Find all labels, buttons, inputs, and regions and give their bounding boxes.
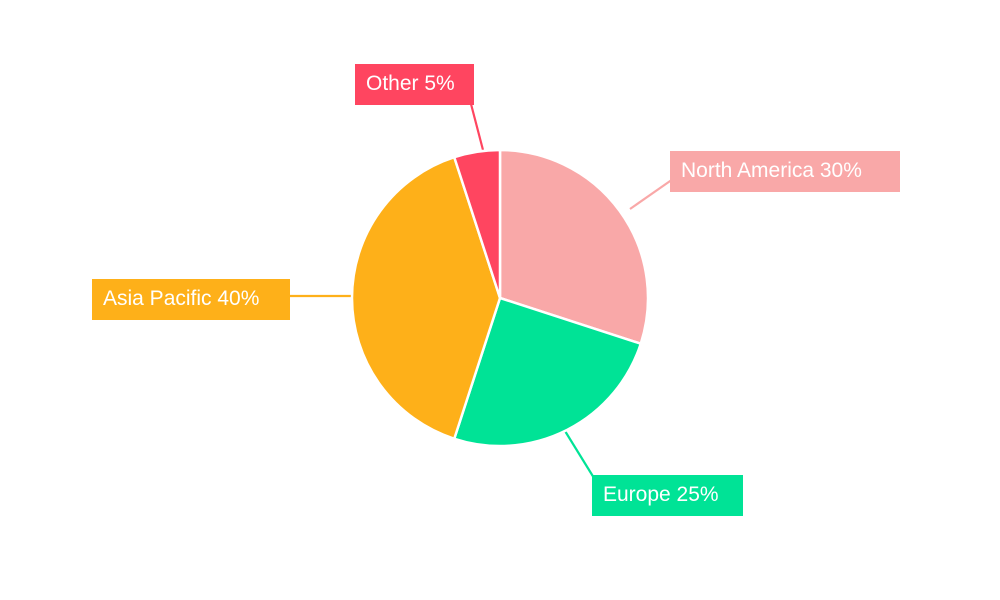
leader-line-group [289, 103, 674, 479]
leader-line-north-america [629, 178, 674, 210]
data-label-asia-pacific[interactable]: Asia Pacific 40% [92, 279, 290, 320]
data-label-europe[interactable]: Europe 25% [592, 475, 743, 516]
pie-slice-group [350, 148, 650, 448]
data-label-other[interactable]: Other 5% [355, 64, 474, 105]
leader-line-other [469, 103, 485, 151]
pie-slice-north-america[interactable] [498, 148, 650, 345]
leader-line-europe [564, 430, 595, 479]
pie-slice-asia-pacific[interactable] [350, 155, 502, 441]
pie-slice-other[interactable] [453, 148, 502, 300]
pie-slice-europe[interactable] [453, 296, 643, 448]
data-label-north-america[interactable]: North America 30% [670, 151, 900, 192]
